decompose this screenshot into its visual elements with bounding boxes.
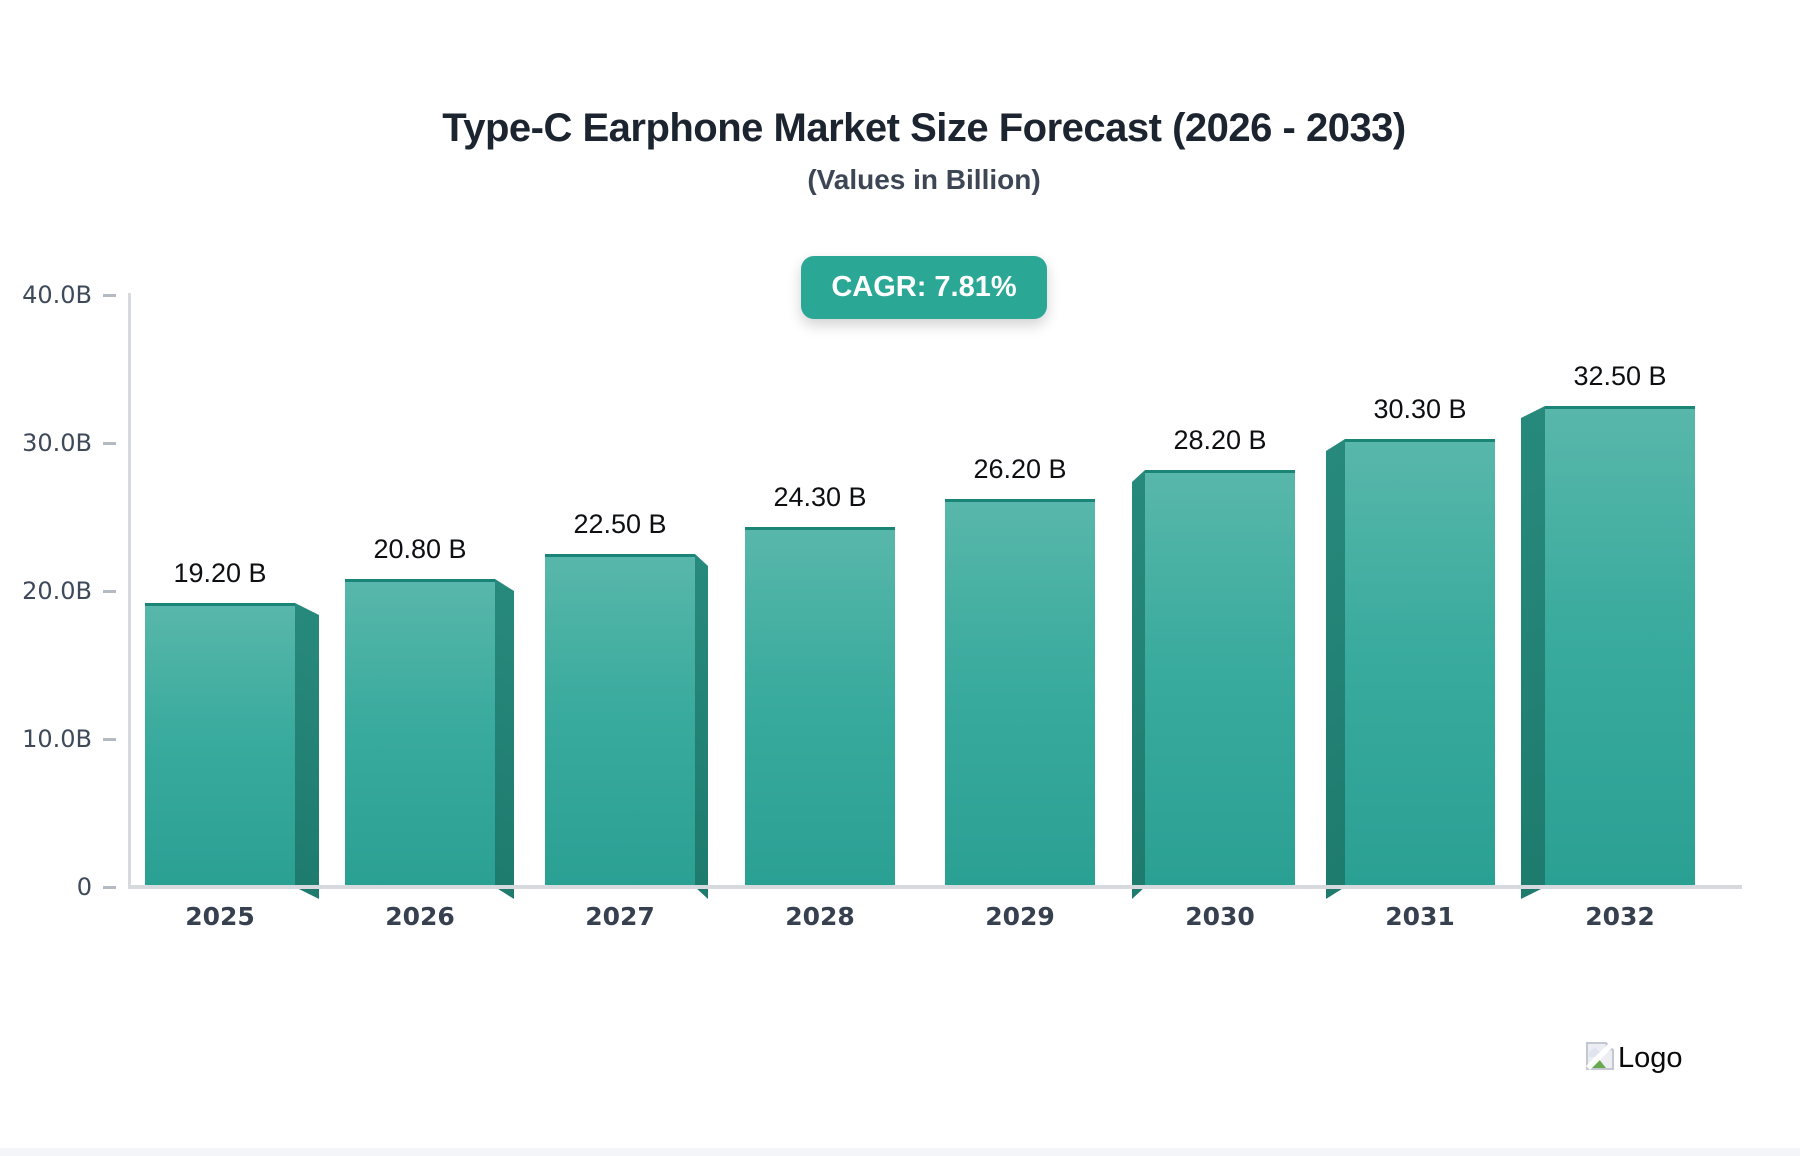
bottom-strip: [0, 1148, 1800, 1156]
bar-2032: [1545, 406, 1695, 887]
bar-2025: [145, 603, 295, 887]
bar-3d-side: [1326, 439, 1345, 899]
x-tick-label: 2025: [185, 902, 255, 931]
y-tick-dash: [103, 886, 116, 889]
y-tick-dash: [103, 590, 116, 593]
bar-value-label: 24.30 B: [773, 482, 867, 512]
bar-value-label: 20.80 B: [373, 534, 467, 564]
logo-alt-text: Logo: [1618, 1042, 1683, 1074]
y-tick-label: 30.0B: [22, 429, 92, 457]
bar-3d-side: [495, 579, 514, 899]
bar-3d-side: [295, 603, 319, 899]
chart-subtitle: (Values in Billion): [807, 164, 1041, 195]
bar-value-label: 22.50 B: [573, 509, 667, 539]
bar-2026: [345, 579, 495, 887]
y-tick-label: 20.0B: [22, 577, 92, 605]
bar-2029: [945, 499, 1095, 887]
bar-2031: [1345, 439, 1495, 887]
cagr-badge: CAGR: 7.81%: [801, 256, 1047, 319]
x-tick-label: 2032: [1585, 902, 1655, 931]
bar-value-label: 28.20 B: [1173, 425, 1267, 455]
y-tick-dash: [103, 294, 116, 297]
y-tick-label: 10.0B: [22, 725, 92, 753]
y-tick-dash: [103, 442, 116, 445]
x-tick-label: 2026: [385, 902, 455, 931]
y-tick-label: 0: [76, 873, 92, 901]
x-tick-label: 2028: [785, 902, 855, 931]
x-tick-label: 2030: [1185, 902, 1255, 931]
bar-3d-side: [695, 554, 708, 899]
x-tick-label: 2029: [985, 902, 1055, 931]
bar-2028: [745, 527, 895, 887]
bar-value-label: 32.50 B: [1573, 361, 1667, 391]
bar-3d-side: [1521, 406, 1545, 899]
cagr-badge-wrap: CAGR: 7.81%: [48, 256, 1800, 319]
bar-value-label: 26.20 B: [973, 454, 1067, 484]
bar-value-label: 30.30 B: [1373, 394, 1467, 424]
broken-image-icon: [1584, 1040, 1616, 1077]
x-tick-label: 2027: [585, 902, 655, 931]
bar-2027: [545, 554, 695, 887]
y-axis-line: [128, 293, 131, 889]
y-tick-dash: [103, 738, 116, 741]
x-tick-label: 2031: [1385, 902, 1455, 931]
x-axis-baseline: [128, 885, 1742, 889]
logo: Logo: [1584, 1040, 1683, 1077]
bar-3d-side: [1132, 470, 1145, 899]
bar-value-label: 19.20 B: [173, 558, 267, 588]
bar-2030: [1145, 470, 1295, 887]
y-tick-label: 40.0B: [22, 281, 92, 309]
chart-title: Type-C Earphone Market Size Forecast (20…: [442, 106, 1406, 150]
